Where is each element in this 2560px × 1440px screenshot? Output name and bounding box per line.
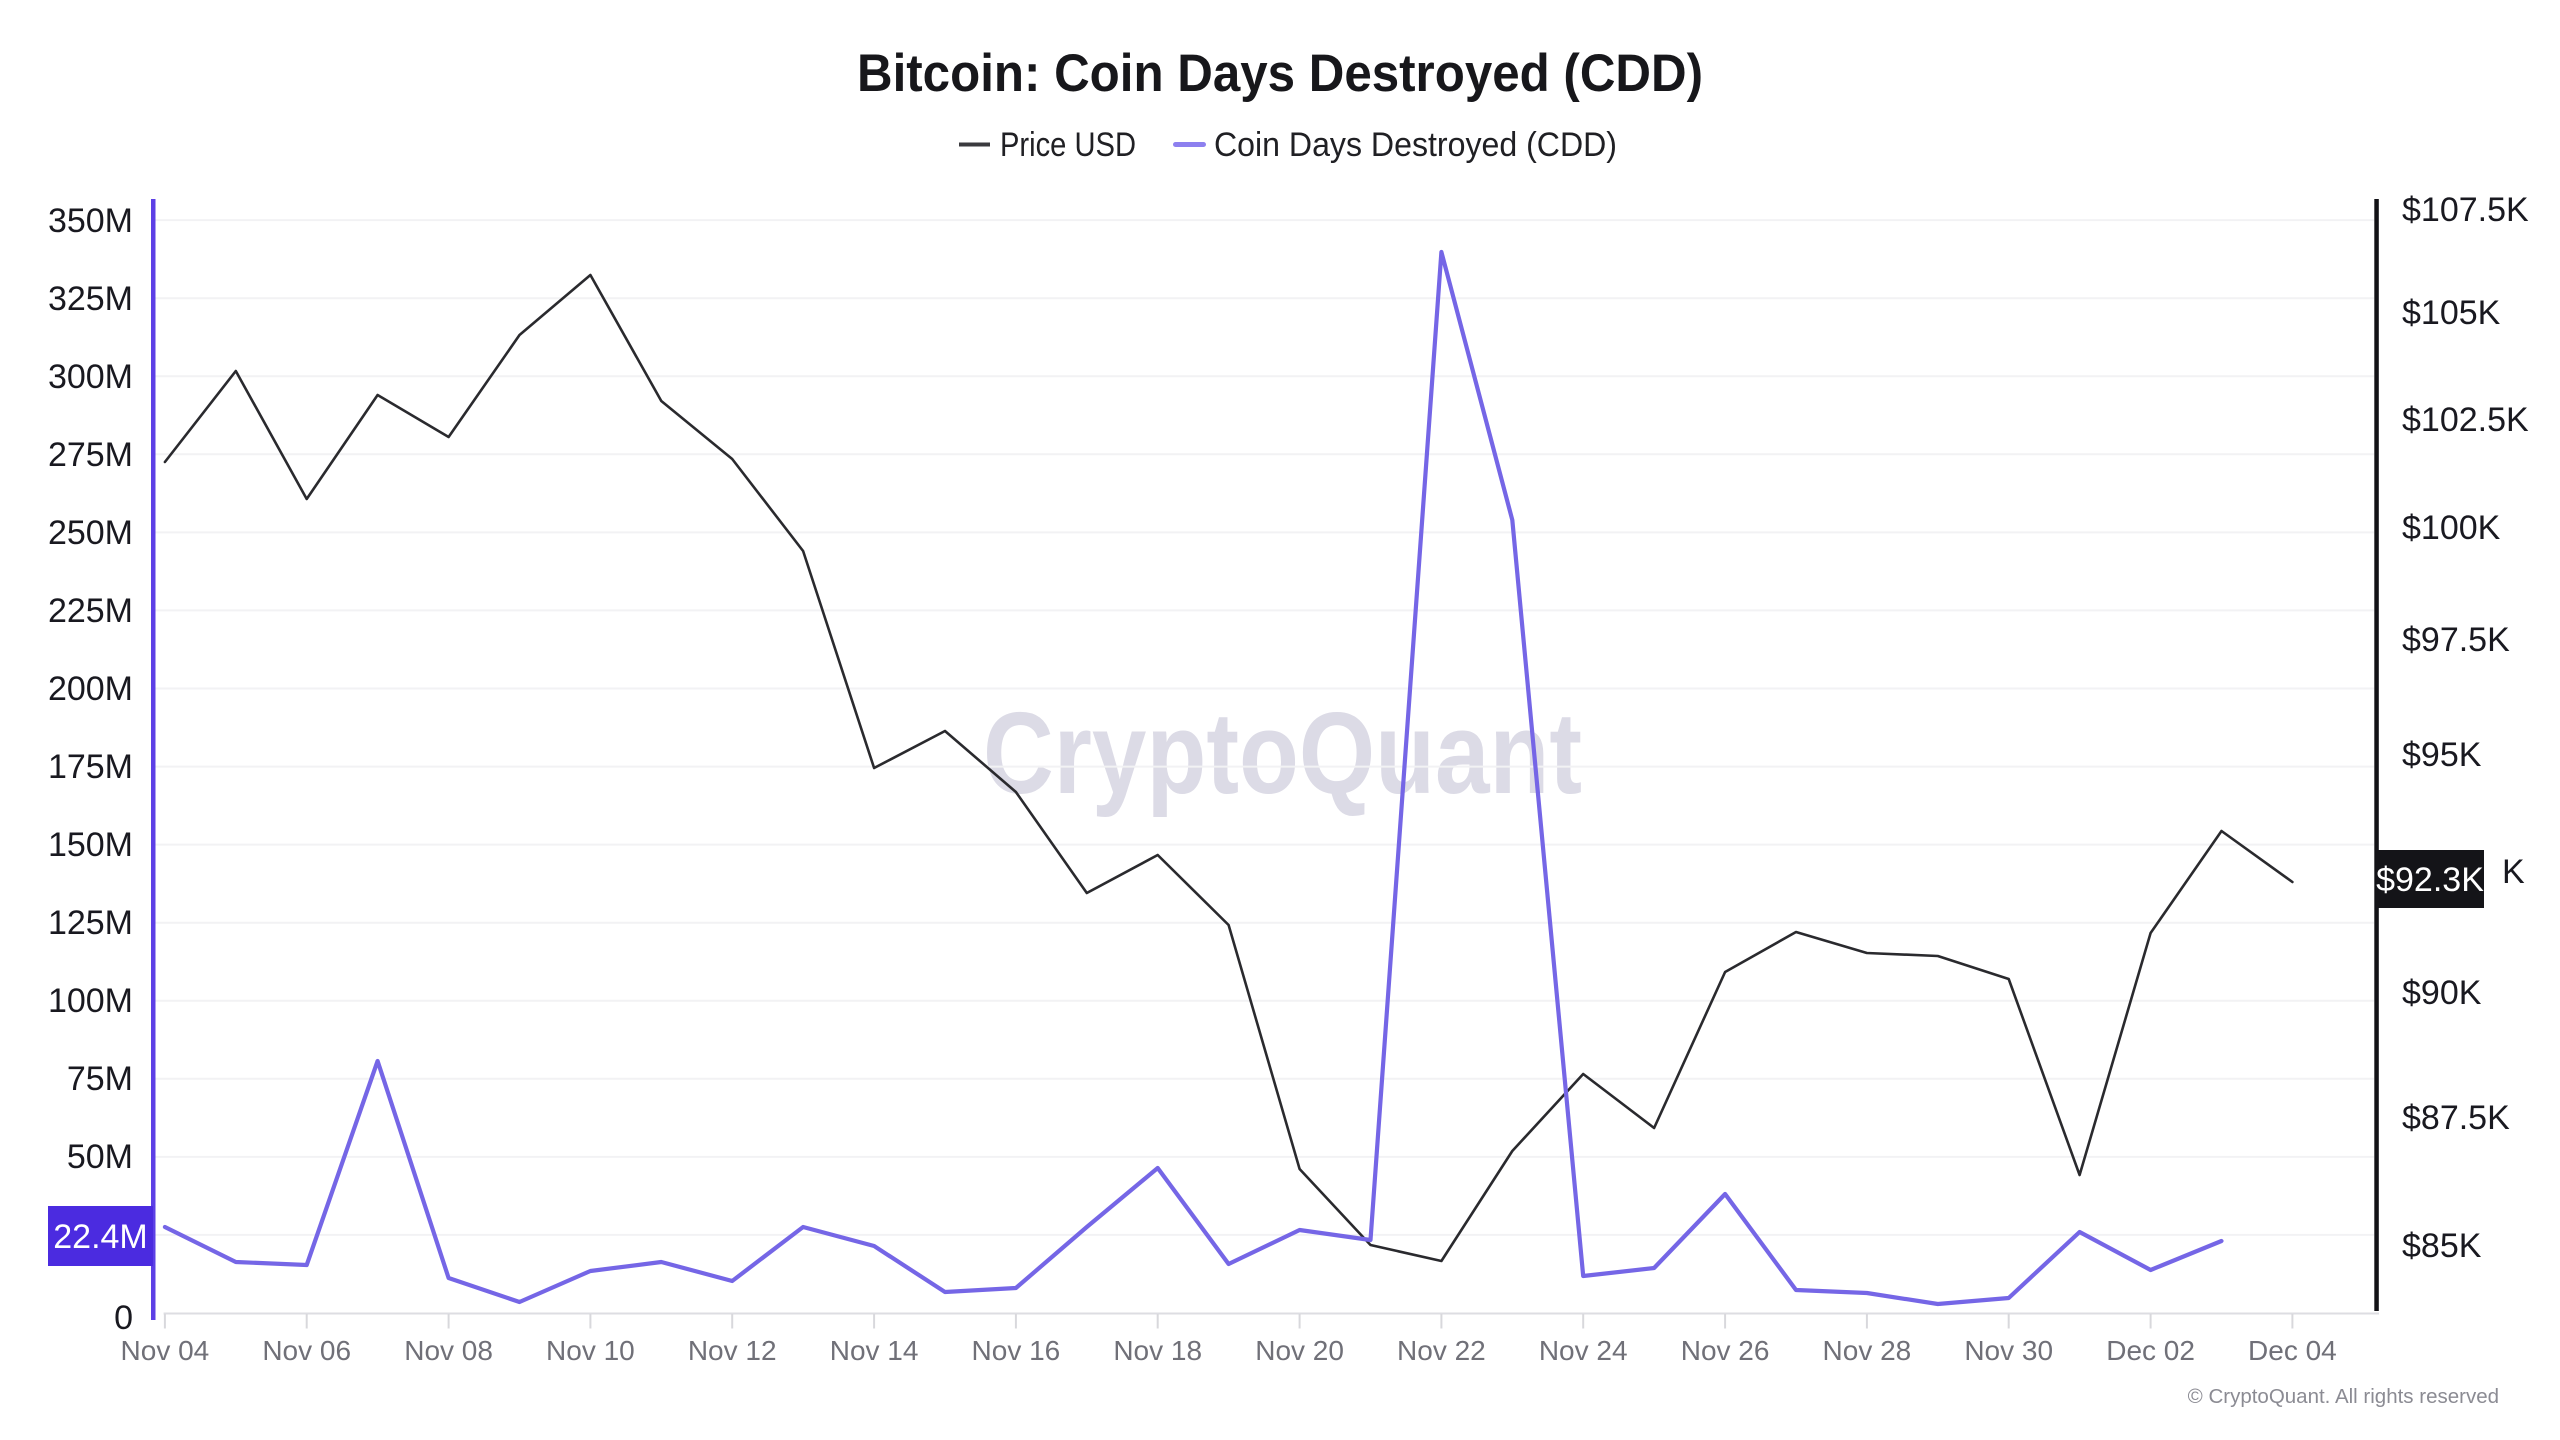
svg-text:100M: 100M: [48, 982, 133, 1020]
svg-text:Nov 28: Nov 28: [1823, 1335, 1912, 1366]
svg-text:$95K: $95K: [2402, 736, 2482, 774]
svg-text:Nov 16: Nov 16: [972, 1335, 1061, 1366]
svg-text:22.4M: 22.4M: [53, 1218, 148, 1256]
svg-text:Coin Days Destroyed (CDD): Coin Days Destroyed (CDD): [1214, 126, 1617, 164]
svg-text:275M: 275M: [48, 436, 133, 474]
svg-text:Nov 20: Nov 20: [1255, 1335, 1344, 1366]
svg-text:Nov 24: Nov 24: [1539, 1335, 1628, 1366]
svg-text:Nov 22: Nov 22: [1397, 1335, 1486, 1366]
svg-text:$92.3K: $92.3K: [2376, 861, 2484, 899]
svg-text:150M: 150M: [48, 826, 133, 864]
svg-text:225M: 225M: [48, 592, 133, 630]
svg-text:Bitcoin: Coin Days Destroyed (: Bitcoin: Coin Days Destroyed (CDD): [857, 44, 1703, 103]
svg-text:350M: 350M: [48, 202, 133, 240]
svg-text:K: K: [2502, 853, 2525, 891]
svg-text:0: 0: [114, 1299, 133, 1337]
svg-text:325M: 325M: [48, 280, 133, 318]
svg-text:$107.5K: $107.5K: [2402, 191, 2529, 229]
svg-text:$100K: $100K: [2402, 509, 2501, 547]
svg-text:Nov 08: Nov 08: [404, 1335, 493, 1366]
svg-text:© CryptoQuant. All rights rese: © CryptoQuant. All rights reserved: [2188, 1385, 2499, 1408]
svg-text:Dec 02: Dec 02: [2106, 1335, 2195, 1366]
svg-text:$102.5K: $102.5K: [2402, 401, 2529, 439]
svg-text:Nov 06: Nov 06: [262, 1335, 351, 1366]
svg-text:Nov 26: Nov 26: [1681, 1335, 1770, 1366]
svg-text:$105K: $105K: [2402, 294, 2501, 332]
svg-text:Nov 10: Nov 10: [546, 1335, 635, 1366]
svg-text:$85K: $85K: [2402, 1227, 2482, 1265]
svg-text:$90K: $90K: [2402, 974, 2482, 1012]
svg-text:Nov 04: Nov 04: [121, 1335, 210, 1366]
svg-text:Price USD: Price USD: [1000, 126, 1136, 164]
svg-text:125M: 125M: [48, 904, 133, 942]
svg-text:CryptoQuant: CryptoQuant: [983, 688, 1582, 818]
svg-text:300M: 300M: [48, 358, 133, 396]
svg-text:$97.5K: $97.5K: [2402, 621, 2510, 659]
svg-text:Nov 30: Nov 30: [1964, 1335, 2053, 1366]
svg-text:$87.5K: $87.5K: [2402, 1099, 2510, 1137]
svg-text:50M: 50M: [67, 1138, 133, 1176]
svg-text:Nov 18: Nov 18: [1113, 1335, 1202, 1366]
svg-text:75M: 75M: [67, 1060, 133, 1098]
svg-text:250M: 250M: [48, 514, 133, 552]
svg-text:200M: 200M: [48, 670, 133, 708]
svg-text:175M: 175M: [48, 748, 133, 786]
svg-text:Nov 12: Nov 12: [688, 1335, 777, 1366]
svg-text:Nov 14: Nov 14: [830, 1335, 919, 1366]
svg-text:Dec 04: Dec 04: [2248, 1335, 2337, 1366]
